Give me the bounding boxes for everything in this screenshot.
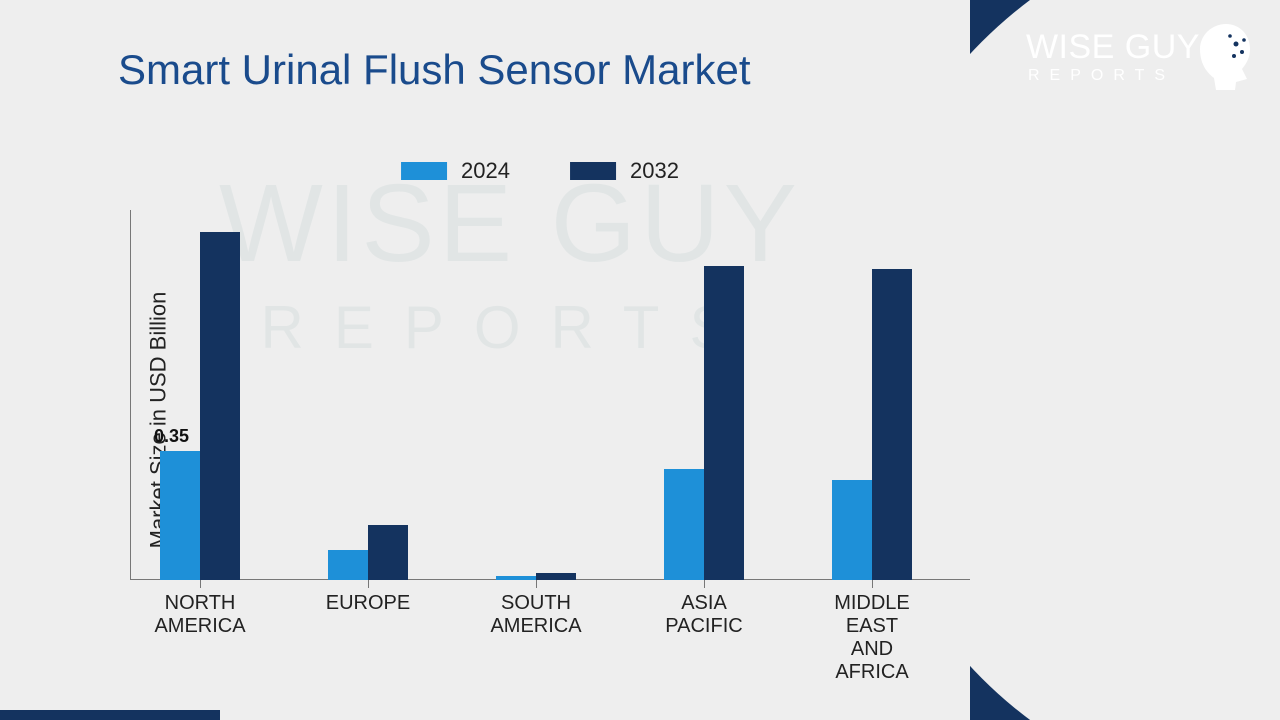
bar-2032: [200, 232, 240, 580]
bar-2032: [368, 525, 408, 581]
legend: 2024 2032: [401, 158, 679, 184]
logo: WISE GUY REPORTS: [1026, 22, 1256, 92]
category-label: ASIAPACIFIC: [624, 592, 784, 638]
legend-item-2032: 2032: [570, 158, 679, 184]
chart-title: Smart Urinal Flush Sensor Market: [118, 46, 751, 94]
legend-swatch-2032: [570, 162, 616, 180]
bar-2024: [832, 480, 872, 580]
legend-label-2032: 2032: [630, 158, 679, 184]
logo-line-1: WISE GUY: [1026, 30, 1200, 64]
bar-value-label: 0.35: [154, 426, 189, 447]
x-tick: [368, 580, 369, 588]
bar-2032: [872, 269, 912, 580]
bar-2032: [536, 573, 576, 580]
category-label: EUROPE: [288, 592, 448, 615]
y-axis-line: [130, 210, 131, 580]
logo-line-2: REPORTS: [1026, 68, 1200, 84]
bar-2024: [496, 576, 536, 580]
plot-area: 0.35NORTHAMERICAEUROPESOUTHAMERICAASIAPA…: [130, 210, 970, 580]
bar-2032: [704, 266, 744, 581]
bar-2024: [664, 469, 704, 580]
bar-2024: [160, 451, 200, 581]
x-tick: [872, 580, 873, 588]
chart-area: Market Size in USD Billion 2024 2032 0.3…: [100, 140, 980, 700]
category-label: NORTHAMERICA: [120, 592, 280, 638]
x-tick: [704, 580, 705, 588]
category-label: SOUTHAMERICA: [456, 592, 616, 638]
legend-label-2024: 2024: [461, 158, 510, 184]
x-tick: [200, 580, 201, 588]
legend-item-2024: 2024: [401, 158, 510, 184]
category-label: MIDDLEEASTANDAFRICA: [792, 592, 952, 684]
right-panel: [970, 0, 1280, 720]
legend-swatch-2024: [401, 162, 447, 180]
bottom-accent-strip: [0, 710, 220, 720]
bar-2024: [328, 550, 368, 580]
x-tick: [536, 580, 537, 588]
head-silhouette-icon: [1196, 22, 1256, 92]
